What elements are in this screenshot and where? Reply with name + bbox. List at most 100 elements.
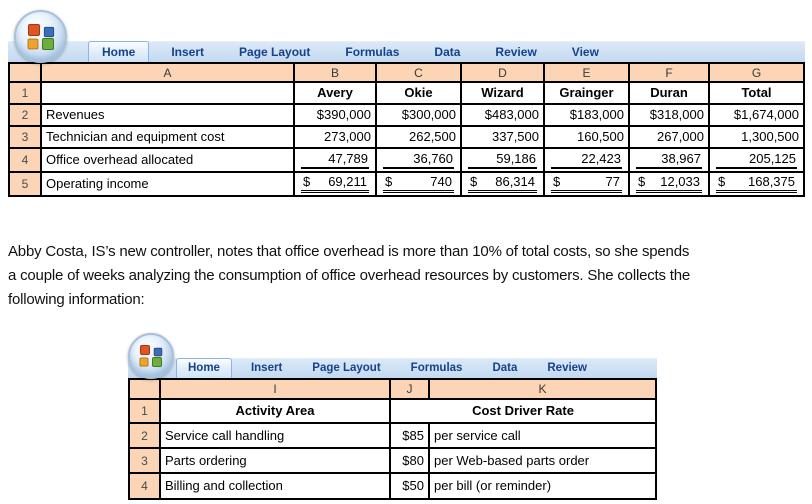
tab-data[interactable]: Data bbox=[492, 362, 518, 374]
cell-K4[interactable]: per bill (or reminder) bbox=[430, 474, 655, 498]
cell-E1[interactable]: Grainger bbox=[545, 83, 628, 103]
row-header-1[interactable]: 1 bbox=[130, 400, 159, 422]
cell-value: 47,789 bbox=[301, 151, 369, 169]
cell-E4[interactable]: 22,423 bbox=[545, 149, 628, 171]
cell-C2[interactable]: $300,000 bbox=[377, 105, 460, 125]
row-header-4[interactable]: 4 bbox=[130, 474, 159, 498]
cell-B2[interactable]: $390,000 bbox=[295, 105, 375, 125]
cell-F3[interactable]: 267,000 bbox=[630, 127, 708, 147]
cell-F5[interactable]: $12,033 bbox=[630, 173, 708, 195]
cell-E3[interactable]: 160,500 bbox=[545, 127, 628, 147]
cell-D4[interactable]: 59,186 bbox=[462, 149, 543, 171]
cell-E5[interactable]: $77 bbox=[545, 173, 628, 195]
cell-D5[interactable]: $86,314 bbox=[462, 173, 543, 195]
col-header-J[interactable]: J bbox=[391, 380, 428, 398]
row-header-3[interactable]: 3 bbox=[130, 449, 159, 472]
col-header-I[interactable]: I bbox=[161, 380, 389, 398]
office-logo-icon bbox=[27, 23, 54, 50]
corner-select-all[interactable] bbox=[10, 64, 40, 81]
cell-G4[interactable]: 205,125 bbox=[710, 149, 803, 171]
tab-review[interactable]: Review bbox=[547, 362, 588, 374]
col-header-A[interactable]: A bbox=[42, 64, 293, 81]
tab-data[interactable]: Data bbox=[434, 45, 461, 59]
cell-value: 36,760 bbox=[383, 151, 454, 169]
col-header-F[interactable]: F bbox=[630, 64, 708, 81]
tab-view[interactable]: View bbox=[571, 45, 599, 59]
body-text-line: a couple of weeks analyzing the consumpt… bbox=[8, 267, 691, 284]
cell-D1[interactable]: Wizard bbox=[462, 83, 543, 103]
cell-I3[interactable]: Parts ordering bbox=[161, 449, 389, 472]
ribbon-tab-bar: Home Insert Page Layout Formulas Data Re… bbox=[8, 41, 805, 62]
row-header-4[interactable]: 4 bbox=[10, 149, 40, 171]
row-header-5[interactable]: 5 bbox=[10, 173, 40, 195]
cell-I2[interactable]: Service call handling bbox=[161, 424, 389, 447]
cell-G3[interactable]: 1,300,500 bbox=[710, 127, 803, 147]
worksheet-grid: A B C D E F G 1 Avery Okie Wizard Graing… bbox=[8, 62, 805, 197]
cell-C5[interactable]: $740 bbox=[377, 173, 460, 195]
cell-B3[interactable]: 273,000 bbox=[295, 127, 375, 147]
corner-select-all[interactable] bbox=[130, 380, 159, 398]
cell-J3[interactable]: $80 bbox=[391, 449, 428, 472]
cell-J2[interactable]: $85 bbox=[391, 424, 428, 447]
tab-insert[interactable]: Insert bbox=[250, 362, 283, 374]
col-header-K[interactable]: K bbox=[430, 380, 655, 398]
office-button[interactable] bbox=[128, 333, 174, 379]
row-header-1[interactable]: 1 bbox=[10, 83, 40, 103]
cell-B5[interactable]: $69,211 bbox=[295, 173, 375, 195]
cell-A1[interactable] bbox=[42, 83, 293, 103]
tab-insert[interactable]: Insert bbox=[171, 45, 205, 59]
cell-A4[interactable]: Office overhead allocated bbox=[42, 149, 293, 171]
cell-B1[interactable]: Avery bbox=[295, 83, 375, 103]
col-header-G[interactable]: G bbox=[710, 64, 803, 81]
cell-F2[interactable]: $318,000 bbox=[630, 105, 708, 125]
cell-A5[interactable]: Operating income bbox=[42, 173, 293, 195]
cell-I1[interactable]: Activity Area bbox=[161, 400, 389, 422]
excel-window-cost-driver-rates: Home Insert Page Layout Formulas Data Re… bbox=[128, 333, 657, 500]
cell-D3[interactable]: 337,500 bbox=[462, 127, 543, 147]
tab-review[interactable]: Review bbox=[495, 45, 537, 59]
cell-K2[interactable]: per service call bbox=[430, 424, 655, 447]
cell-A3[interactable]: Technician and equipment cost bbox=[42, 127, 293, 147]
tab-home[interactable]: Home bbox=[176, 358, 232, 378]
office-button[interactable] bbox=[14, 10, 67, 63]
ribbon: Home Insert Page Layout Formulas Data Re… bbox=[128, 333, 657, 379]
cell-C4[interactable]: 36,760 bbox=[377, 149, 460, 171]
accounting-value: $86,314 bbox=[468, 175, 537, 193]
cell-G2[interactable]: $1,674,000 bbox=[710, 105, 803, 125]
ribbon-tab-bar: Home Insert Page Layout Formulas Data Re… bbox=[128, 358, 657, 378]
row-header-2[interactable]: 2 bbox=[130, 424, 159, 447]
cell-F1[interactable]: Duran bbox=[630, 83, 708, 103]
cell-A2[interactable]: Revenues bbox=[42, 105, 293, 125]
cell-C3[interactable]: 262,500 bbox=[377, 127, 460, 147]
row-header-2[interactable]: 2 bbox=[10, 105, 40, 125]
tab-formulas[interactable]: Formulas bbox=[345, 45, 400, 59]
accounting-value: $69,211 bbox=[301, 175, 369, 193]
accounting-value: $77 bbox=[551, 175, 622, 193]
tab-home[interactable]: Home bbox=[88, 41, 150, 62]
col-header-C[interactable]: C bbox=[377, 64, 460, 81]
row-header-3[interactable]: 3 bbox=[10, 127, 40, 147]
cell-value: 22,423 bbox=[551, 151, 622, 169]
cell-C1[interactable]: Okie bbox=[377, 83, 460, 103]
accounting-value: $168,375 bbox=[716, 175, 797, 193]
col-header-B[interactable]: B bbox=[295, 64, 375, 81]
cell-K3[interactable]: per Web-based parts order bbox=[430, 449, 655, 472]
cell-J4[interactable]: $50 bbox=[391, 474, 428, 498]
cell-value: 205,125 bbox=[716, 151, 797, 169]
cell-G5[interactable]: $168,375 bbox=[710, 173, 803, 195]
cell-G1[interactable]: Total bbox=[710, 83, 803, 103]
tab-page-layout[interactable]: Page Layout bbox=[312, 362, 381, 374]
col-header-D[interactable]: D bbox=[462, 64, 543, 81]
cell-I4[interactable]: Billing and collection bbox=[161, 474, 389, 498]
cell-value: 59,186 bbox=[468, 151, 537, 169]
cell-D2[interactable]: $483,000 bbox=[462, 105, 543, 125]
cell-E2[interactable]: $183,000 bbox=[545, 105, 628, 125]
tab-formulas[interactable]: Formulas bbox=[410, 362, 463, 374]
tab-page-layout[interactable]: Page Layout bbox=[239, 45, 311, 59]
cell-B4[interactable]: 47,789 bbox=[295, 149, 375, 171]
body-text-line: Abby Costa, IS’s new controller, notes t… bbox=[8, 243, 690, 260]
cell-J1-K1-merged[interactable]: Cost Driver Rate bbox=[391, 400, 655, 422]
col-header-E[interactable]: E bbox=[545, 64, 628, 81]
cell-F4[interactable]: 38,967 bbox=[630, 149, 708, 171]
